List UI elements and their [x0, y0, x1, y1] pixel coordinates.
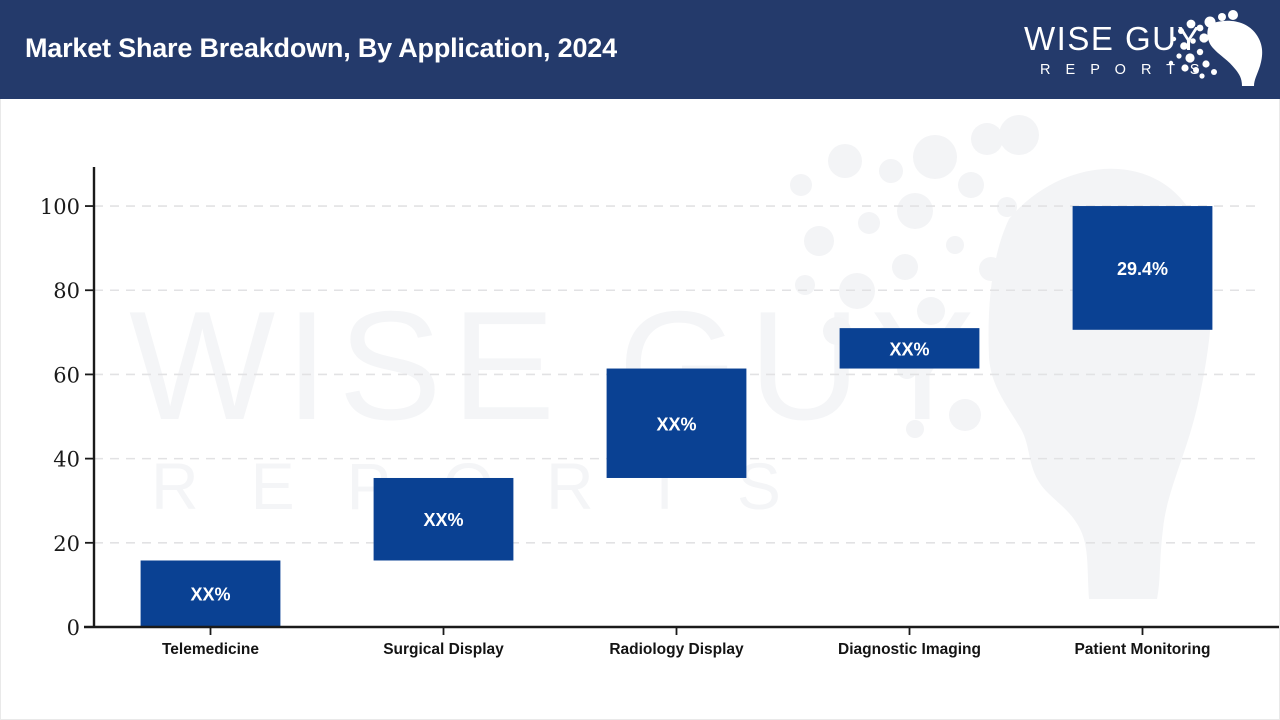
svg-text:R E P O R T S: R E P O R T S: [1040, 62, 1205, 78]
y-tick-label: 0: [67, 616, 80, 640]
bar[interactable]: [1072, 206, 1213, 330]
bar-value-label: XX%: [656, 414, 696, 434]
page-title: Market Share Breakdown, By Application, …: [25, 33, 617, 63]
y-tick-label: 40: [53, 448, 80, 472]
y-axis: 0 20 40 60 80 100: [40, 167, 96, 640]
bar-group: XX%: [373, 477, 514, 561]
y-tick-label: 80: [53, 279, 80, 303]
bar[interactable]: [373, 477, 514, 561]
x-tick-label: Patient Monitoring: [1074, 641, 1210, 658]
bar-value-label: XX%: [190, 585, 230, 605]
bar-chart-plot: 0 20 40 60 80 100 XX% XX% XX% XX% 29.4% Telemedic…: [1, 99, 1279, 719]
x-tick-label: Radiology Display: [609, 641, 744, 658]
bars: XX% XX% XX% XX% 29.4%: [140, 206, 1213, 627]
wise-guy-reports-logo: WISE GUY R E P O R T S: [1014, 8, 1272, 92]
bar-group: XX%: [140, 560, 281, 627]
x-tick-label: Telemedicine: [162, 641, 259, 658]
bar[interactable]: [140, 560, 281, 627]
x-tick-label: Diagnostic Imaging: [838, 641, 981, 658]
page-header: Market Share Breakdown, By Application, …: [0, 0, 1280, 99]
y-tick-label: 20: [53, 532, 80, 556]
bar-group: XX%: [606, 368, 747, 478]
bar-group: 29.4%: [1072, 206, 1213, 330]
bar[interactable]: [606, 368, 747, 478]
y-tick-label: 60: [53, 363, 80, 387]
y-tick-label: 100: [40, 195, 80, 219]
bar-value-label: XX%: [423, 510, 463, 530]
bar[interactable]: [839, 328, 980, 369]
x-axis: Telemedicine Surgical Display Radiology Di…: [84, 625, 1279, 658]
x-tick-label: Surgical Display: [383, 641, 504, 658]
bar-group: XX%: [839, 328, 980, 369]
svg-text:WISE GUY: WISE GUY: [1024, 20, 1201, 57]
bar-value-label: XX%: [889, 339, 929, 359]
bar-value-label: 29.4%: [1117, 259, 1168, 279]
